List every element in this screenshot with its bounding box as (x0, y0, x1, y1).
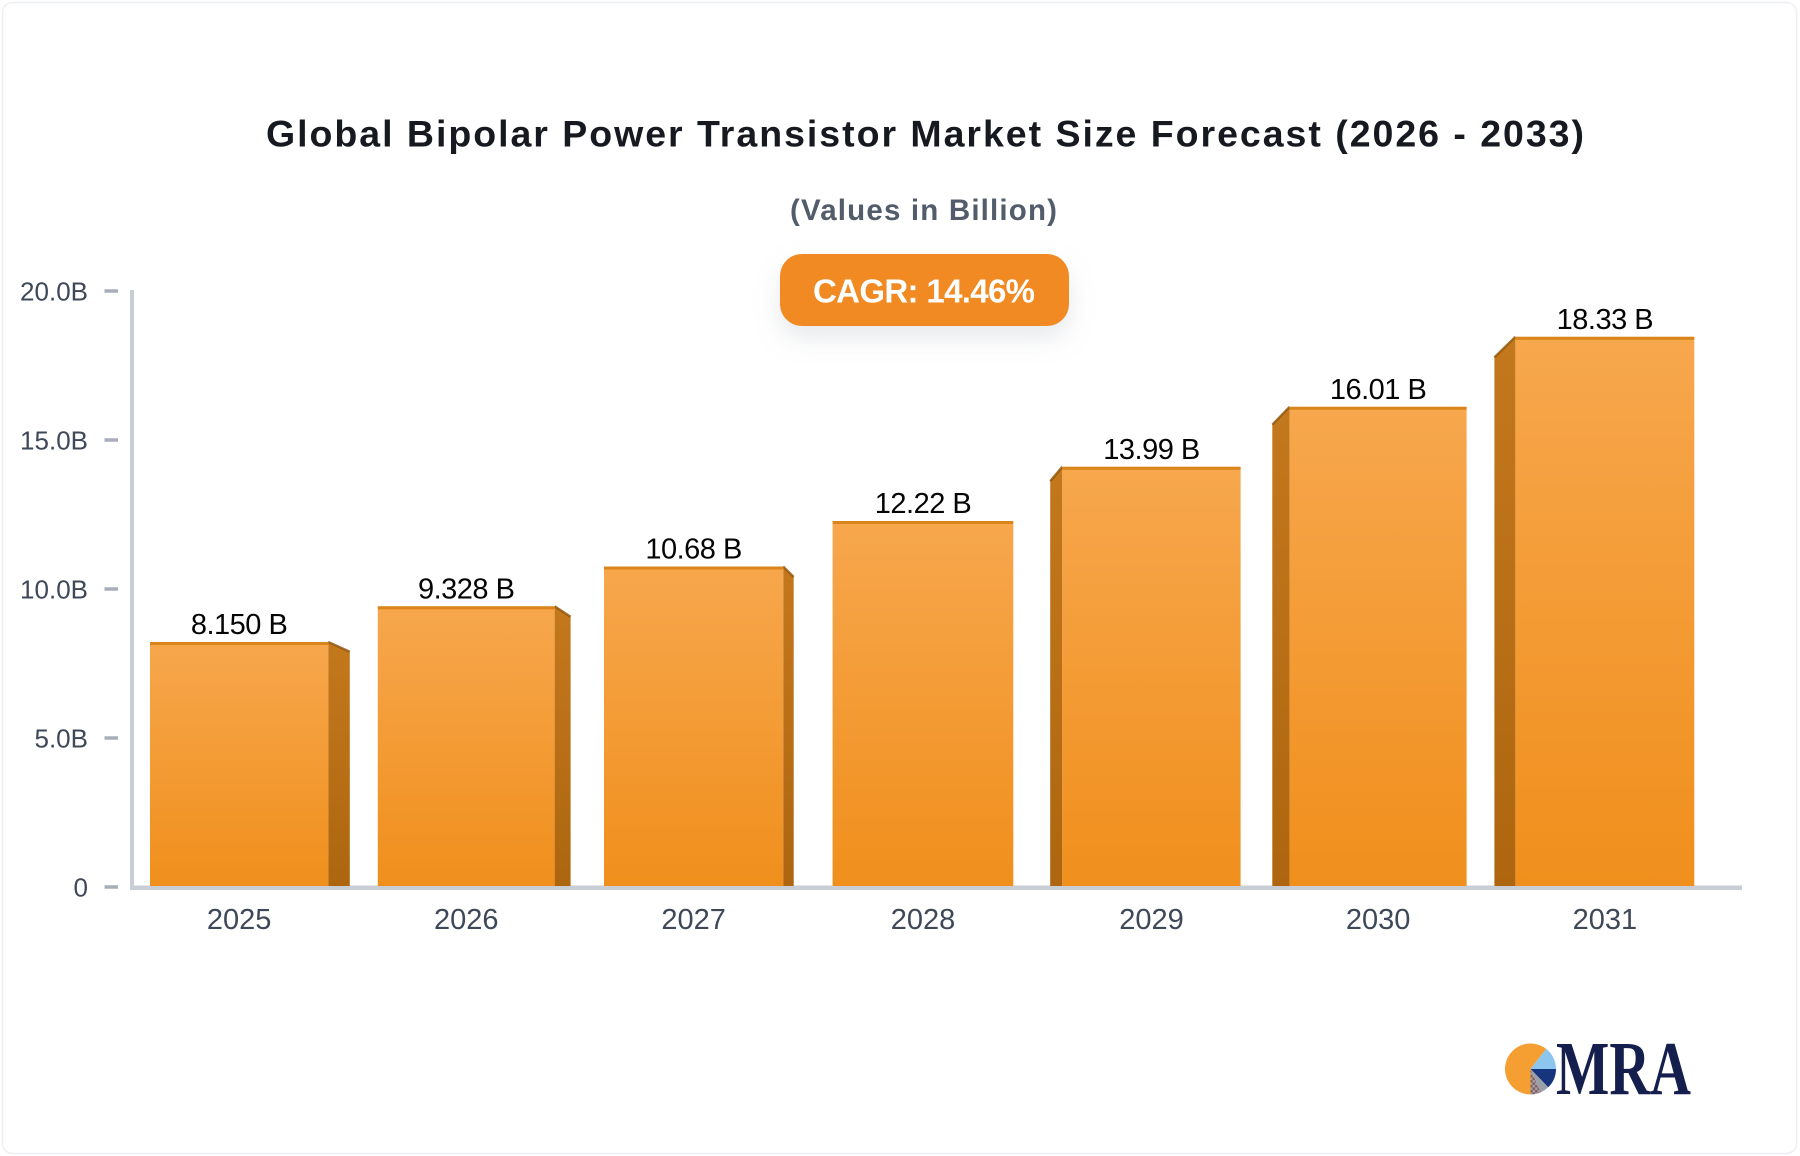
svg-text:18.33 B: 18.33 B (1557, 304, 1653, 336)
svg-text:12.22 B: 12.22 B (875, 488, 971, 520)
svg-text:2026: 2026 (434, 904, 499, 936)
svg-text:Global Bipolar Power Transisto: Global Bipolar Power Transistor Market S… (266, 113, 1584, 155)
svg-text:10.0B: 10.0B (20, 575, 88, 605)
svg-text:5.0B: 5.0B (35, 724, 89, 754)
svg-text:2025: 2025 (207, 904, 272, 936)
svg-text:2031: 2031 (1573, 904, 1638, 936)
svg-text:8.150 B: 8.150 B (191, 609, 287, 641)
svg-text:MRA: MRA (1556, 1027, 1691, 1111)
svg-text:9.328 B: 9.328 B (418, 573, 514, 605)
svg-text:0: 0 (74, 873, 88, 903)
svg-text:15.0B: 15.0B (20, 426, 88, 456)
svg-text:2028: 2028 (891, 904, 956, 936)
svg-text:10.68 B: 10.68 B (645, 534, 741, 566)
svg-text:16.01 B: 16.01 B (1330, 374, 1426, 406)
svg-text:20.0B: 20.0B (20, 277, 88, 307)
svg-text:CAGR: 14.46%: CAGR: 14.46% (813, 272, 1035, 309)
svg-text:(Values in Billion): (Values in Billion) (790, 194, 1057, 227)
svg-text:2027: 2027 (661, 904, 726, 936)
svg-text:2030: 2030 (1346, 904, 1411, 936)
svg-text:2029: 2029 (1119, 904, 1184, 936)
svg-text:13.99 B: 13.99 B (1103, 434, 1199, 466)
